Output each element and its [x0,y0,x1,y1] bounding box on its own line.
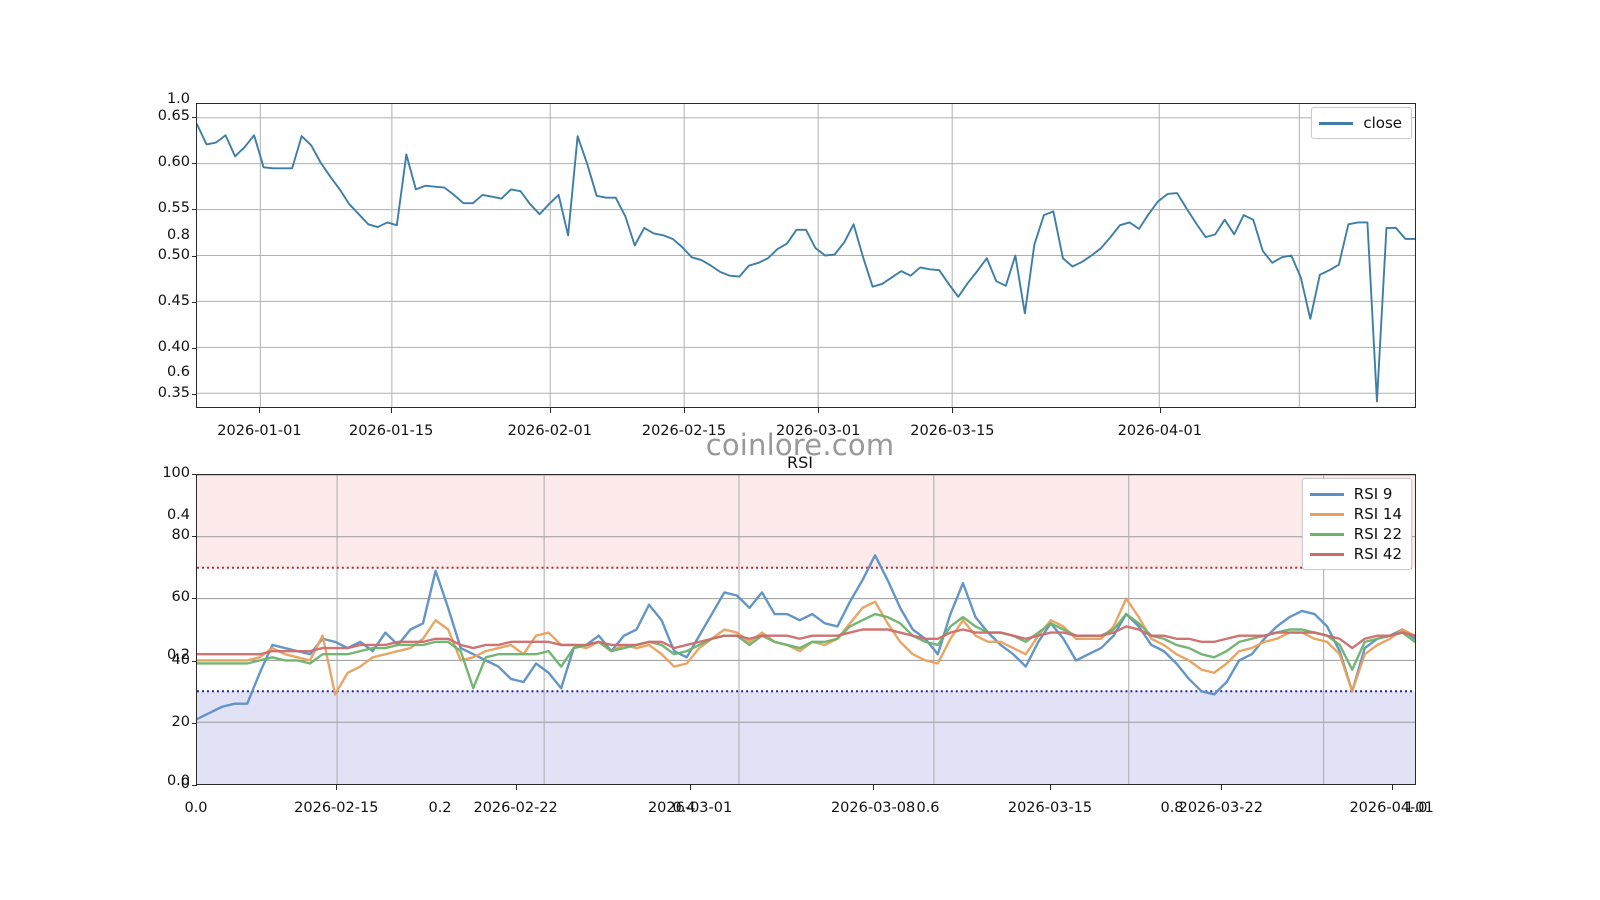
price-y-tickmark [192,116,197,118]
rsi-y-tickmark [192,598,197,600]
rsi-y-tickmark [192,536,197,538]
rsi-x-tick-label: 2026-03-01 [647,800,733,816]
rsi-y-tickmark [192,474,197,475]
price-x-tick-label: 2026-04-01 [1117,423,1202,439]
price-legend-item[interactable]: close [1319,113,1402,133]
rsi-y-tick-label: 60 [171,589,190,606]
price-chart-legend[interactable]: close [1311,107,1412,139]
legend-line-icon [1309,532,1344,536]
rsi-x-tickmark [1220,785,1222,790]
price-y-tick-label: 0.65 [157,107,190,124]
rsi-legend-label: RSI 9 [1353,485,1393,503]
rsi-legend-label: RSI 42 [1353,545,1402,563]
rsi-legend-item[interactable]: RSI 9 [1309,484,1402,504]
price-y-tick-label: 0.35 [157,385,190,402]
rsi-x-overlay-tick-label: 0.2 [428,800,452,816]
price-x-tick-label: 2026-03-01 [776,423,861,439]
rsi-x-tickmark [336,785,338,790]
price-legend-label: close [1363,114,1402,132]
rsi-x-tick-label: 2026-02-22 [473,800,558,816]
rsi-y-tick-label: 80 [171,527,190,544]
rsi-x-tick-label: 2026-03-15 [1007,800,1093,816]
rsi-x-overlay-tick-label: 0.6 [916,800,940,816]
rsi-y-tickmark [192,785,197,786]
price-y-tick-label: 0.40 [157,338,190,355]
rsi-legend-item[interactable]: RSI 22 [1309,524,1402,544]
legend-line-icon [1309,492,1344,496]
rsi-y-tick-label: 40 [171,651,190,668]
rsi-x-overlay-tick-label: 1.0 [1404,800,1428,816]
legend-line-icon [1309,552,1344,556]
price-x-tickmark [818,408,820,413]
price-y-tickmark [192,301,197,303]
rsi-y-overlay-tick-label: 0.2 [166,647,190,664]
rsi-chart-legend[interactable]: RSI 9 RSI 14 RSI 22 RSI 42 [1301,478,1412,570]
price-x-tickmark [391,408,393,413]
price-y-overlay-tick-label: 0.6 [166,363,190,380]
rsi-legend-label: RSI 14 [1353,505,1402,523]
price-y-tick-label: 0.60 [157,154,190,171]
price-chart-panel: close [196,103,1416,408]
price-y-tick-label: 0.45 [157,292,190,309]
price-x-tick-label: 2026-03-15 [910,423,995,439]
rsi-x-tickmark [515,785,517,790]
rsi-y-overlay-tick-label: 0.4 [166,507,190,524]
rsi-y-tick-label: 0 [180,776,190,792]
rsi-y-tick-label: 100 [162,465,190,481]
rsi-legend-item[interactable]: RSI 42 [1309,544,1402,564]
rsi-chart-panel: RSI 9 RSI 14 RSI 22 RSI 42 [196,474,1416,785]
rsi-x-tick-label: 2026-03-08 [830,800,916,816]
rsi-x-tick-label: 2026-02-15 [294,800,379,816]
price-y-tickmark [192,209,197,211]
rsi-x-overlay-tick-label: 0.0 [184,800,208,816]
rsi-chart-title: RSI [787,453,813,472]
rsi-x-tick-label: 2026-03-22 [1178,800,1263,816]
price-x-tickmark [684,408,685,413]
rsi-y-tick-label: 20 [171,713,190,730]
price-x-tick-label: 2026-01-01 [217,423,302,439]
price-x-tick-label: 2026-02-15 [641,423,727,439]
price-x-tick-label: 2026-02-01 [507,423,592,439]
rsi-x-tickmark [1050,785,1051,790]
price-x-tickmark [549,408,551,413]
rsi-y-tickmark [192,722,197,724]
rsi-x-tick-label: 2026-04-01 [1349,800,1434,816]
price-y-overlay-tick-label: 1.0 [166,91,190,107]
rsi-y-overlay-tick-label: 0.0 [166,773,190,789]
rsi-x-tickmark [690,785,692,790]
price-x-tickmark [952,408,954,413]
price-x-tickmark [1159,408,1161,413]
price-x-tick-label: 2026-01-15 [349,423,434,439]
price-y-overlay-tick-label: 0.8 [166,227,190,244]
legend-line-icon [1319,121,1354,125]
price-y-tickmark [192,255,197,257]
rsi-x-overlay-tick-label: 0.8 [1160,800,1184,816]
legend-line-icon [1309,512,1344,516]
rsi-x-tickmark [873,785,875,790]
rsi-x-overlay-tick-label: 0.4 [672,800,696,816]
rsi-plot-area [197,475,1415,784]
rsi-legend-label: RSI 22 [1353,525,1402,543]
price-plot-area [197,104,1415,407]
price-y-tickmark [192,347,197,349]
rsi-legend-item[interactable]: RSI 14 [1309,504,1402,524]
price-y-tick-label: 0.55 [157,200,190,217]
rsi-y-tickmark [192,660,197,662]
price-y-tickmark [192,394,197,396]
price-y-tickmark [192,163,197,165]
price-x-tickmark [259,408,261,413]
price-y-tick-label: 0.50 [157,246,190,263]
rsi-x-tickmark [1391,785,1393,790]
